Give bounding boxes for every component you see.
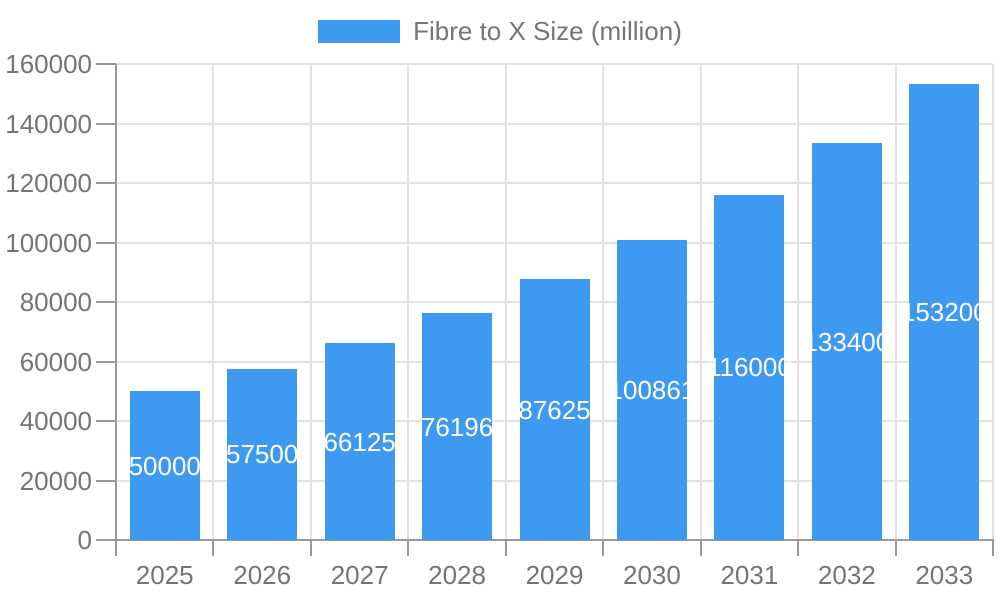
x-axis-tick-label: 2031 xyxy=(720,560,779,590)
bar[interactable] xyxy=(616,239,687,540)
bar[interactable] xyxy=(324,343,395,540)
x-axis-tick xyxy=(992,540,994,556)
y-axis-tick-label: 0 xyxy=(77,525,92,555)
y-axis-tick-label: 20000 xyxy=(19,465,92,496)
bar-value-label: 153200 xyxy=(900,297,988,328)
bar-value-label: 133400 xyxy=(803,326,891,357)
bar[interactable] xyxy=(129,391,200,540)
y-axis-line xyxy=(115,64,117,556)
x-axis-tick xyxy=(894,540,897,556)
x-axis-tick-label: 2033 xyxy=(915,560,974,590)
x-gridline xyxy=(894,64,897,540)
bar[interactable] xyxy=(811,143,882,540)
x-gridline xyxy=(309,64,312,540)
x-axis-tick xyxy=(797,540,800,556)
x-axis-tick xyxy=(407,540,410,556)
bar-value-label: 100861 xyxy=(608,374,696,405)
x-axis-line xyxy=(115,539,994,541)
legend[interactable]: Fibre to X Size (million) xyxy=(0,18,1000,44)
x-gridline xyxy=(797,64,800,540)
x-gridline xyxy=(407,64,410,540)
y-axis-tick-label: 100000 xyxy=(5,227,92,258)
x-gridline xyxy=(602,64,605,540)
legend-swatch-icon xyxy=(318,19,401,43)
bar-value-label: 50000 xyxy=(128,450,201,481)
y-axis-tick-label: 80000 xyxy=(19,287,92,317)
bar[interactable] xyxy=(909,84,980,540)
y-axis-tick-label: 160000 xyxy=(5,49,92,79)
x-axis-tick-label: 2028 xyxy=(428,560,486,590)
y-axis-tick-label: 60000 xyxy=(19,346,92,377)
x-gridline xyxy=(699,64,702,540)
bar-value-label: 57500 xyxy=(226,439,299,470)
y-axis-tick xyxy=(96,241,116,244)
y-gridline xyxy=(116,182,993,184)
bar[interactable] xyxy=(519,279,590,540)
x-axis-tick xyxy=(602,540,605,556)
y-gridline xyxy=(116,122,993,125)
bar[interactable] xyxy=(714,194,785,540)
y-axis-tick xyxy=(96,360,116,363)
bar[interactable] xyxy=(422,313,493,540)
y-axis-tick xyxy=(96,182,116,184)
y-axis-tick xyxy=(96,301,116,303)
y-gridline xyxy=(116,63,993,65)
x-axis-tick xyxy=(212,540,215,556)
y-axis-tick xyxy=(96,122,116,125)
x-axis-tick-label: 2025 xyxy=(135,560,194,590)
y-axis-tick xyxy=(96,479,116,482)
x-axis-tick xyxy=(504,540,507,556)
x-axis-tick-label: 2030 xyxy=(623,560,681,590)
bar-value-label: 66125 xyxy=(323,426,396,457)
legend-label: Fibre to X Size (million) xyxy=(413,16,682,46)
y-axis-tick-label: 40000 xyxy=(19,406,92,436)
x-gridline xyxy=(212,64,215,540)
x-gridline xyxy=(992,64,994,540)
x-gridline xyxy=(504,64,507,540)
x-axis-tick-label: 2032 xyxy=(817,560,876,590)
y-axis-tick xyxy=(96,420,116,422)
bar-value-label: 87625 xyxy=(518,394,591,425)
y-gridline xyxy=(116,241,993,244)
x-axis-tick xyxy=(309,540,312,556)
bar[interactable] xyxy=(227,368,298,540)
x-axis-tick xyxy=(699,540,702,556)
x-axis-tick-label: 2027 xyxy=(330,560,389,590)
y-axis-tick xyxy=(96,63,116,65)
bar-value-label: 116000 xyxy=(706,352,792,383)
x-axis-tick-label: 2029 xyxy=(525,560,584,590)
y-axis-tick xyxy=(96,539,116,541)
bar-value-label: 76196 xyxy=(420,411,494,442)
y-axis-tick-label: 120000 xyxy=(5,168,92,198)
y-axis-tick-label: 140000 xyxy=(5,108,92,139)
x-axis-tick-label: 2026 xyxy=(233,560,292,590)
